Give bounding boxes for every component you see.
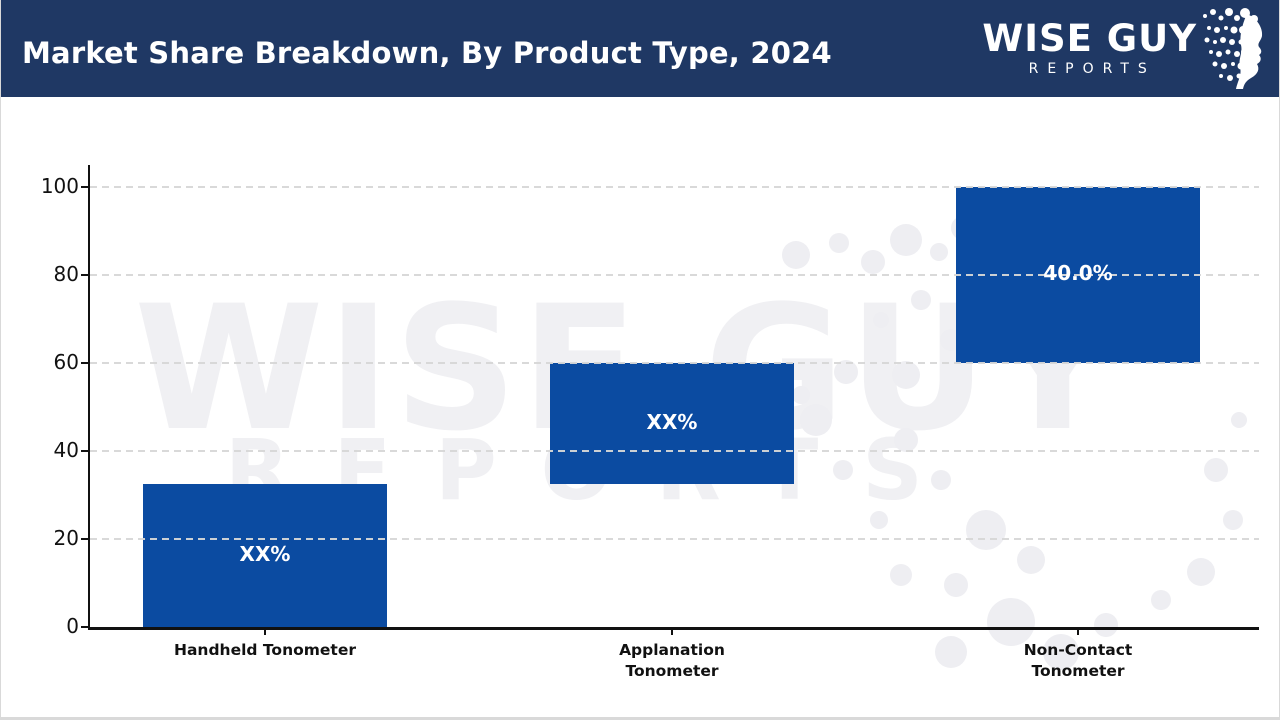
x-axis-line (88, 627, 1259, 630)
y-tick-mark (81, 274, 88, 276)
x-category-line: Applanation (619, 641, 725, 659)
y-tick-label: 60 (53, 350, 79, 374)
y-tick-label: 40 (53, 438, 79, 462)
x-tick-mark (1077, 629, 1079, 635)
bar (550, 363, 794, 484)
x-category-label: Applanation Tonometer (512, 640, 832, 682)
gridline (90, 362, 1259, 364)
wise-guy-reports-logo: WISE GUY REPORTS (982, 6, 1265, 90)
y-tick-mark (81, 450, 88, 452)
y-tick-label: 80 (53, 262, 79, 286)
gridline (90, 186, 1259, 188)
logo-reports-label: REPORTS (1028, 61, 1156, 77)
x-category-line: Tonometer (1031, 662, 1125, 680)
x-category-line: Non-Contact (1023, 641, 1133, 659)
x-category-line: Tonometer (625, 662, 719, 680)
wise-guy-face-icon (1203, 8, 1263, 89)
x-category-label: Non-Contact Tonometer (918, 640, 1238, 682)
y-axis-line (88, 165, 90, 630)
logo-text: WISE GUY REPORTS (982, 17, 1197, 78)
bar-value-label: XX% (646, 409, 698, 434)
y-tick-label: 100 (40, 174, 79, 198)
y-tick-label: 0 (66, 614, 79, 638)
x-tick-mark (264, 629, 266, 635)
y-tick-mark (81, 186, 88, 188)
header-bar: Market Share Breakdown, By Product Type,… (1, 0, 1279, 97)
y-tick-label: 20 (53, 526, 79, 550)
logo-wiseguy-label: WISE GUY (982, 17, 1197, 60)
bar (143, 484, 387, 627)
x-category-label: Handheld Tonometer (105, 640, 425, 661)
y-tick-mark (81, 626, 88, 628)
bar-value-label: 40.0% (1043, 261, 1113, 285)
y-tick-mark (81, 538, 88, 540)
x-tick-mark (671, 629, 673, 635)
gridline (90, 538, 1259, 540)
gridline (90, 450, 1259, 452)
page-title: Market Share Breakdown, By Product Type,… (22, 36, 832, 70)
gridline (90, 274, 1259, 276)
bar-value-label: XX% (239, 541, 291, 566)
x-category-line: Handheld Tonometer (174, 641, 356, 659)
y-tick-mark (81, 362, 88, 364)
